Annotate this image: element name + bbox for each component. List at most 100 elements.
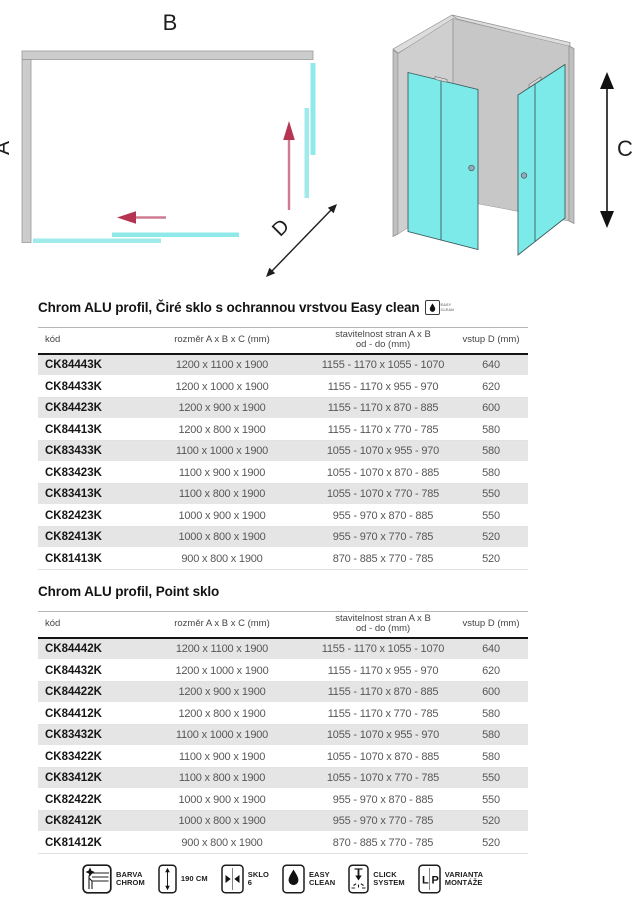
- section-title-text: Chrom ALU profil, Point sklo: [38, 584, 220, 599]
- feature-label: CLICK SYSTEM: [373, 869, 405, 887]
- table-row: CK82422K 1000 x 900 x 1900 955 - 970 x 870…: [38, 789, 528, 811]
- door-handle-right: [520, 172, 528, 179]
- floor-plan: B A D: [0, 10, 337, 277]
- cell-code: CK82422K: [38, 789, 132, 811]
- table-row: CK82423K 1000 x 900 x 1900 955 - 970 x 870…: [38, 505, 528, 527]
- table-row: CK84432K 1200 x 1000 x 1900 1155 - 1170 x …: [38, 660, 528, 682]
- cell-code: CK83413K: [38, 483, 132, 506]
- cell-code: CK84443K: [38, 354, 132, 377]
- table-row: CK82413K 1000 x 800 x 1900 955 - 970 x 770…: [38, 526, 528, 549]
- iso-label-height: C: [617, 136, 633, 161]
- door-handle-left: [468, 164, 475, 172]
- cell-entry: 600: [454, 397, 528, 420]
- chrome-corner-icon: [82, 864, 112, 894]
- plan-glass-right-slider: [304, 108, 309, 198]
- cell-adjustability: 955 - 970 x 770 - 785: [312, 810, 454, 833]
- product-table-easy-clean: kód rozměr A x B x C (mm) stavitelnost s…: [38, 327, 528, 570]
- column-header-adjustability: stavitelnost stran A x B od - do (mm): [312, 611, 454, 639]
- droplet-icon: [424, 300, 440, 315]
- cell-code: CK82413K: [38, 526, 132, 549]
- cell-dimensions: 900 x 800 x 1900: [132, 832, 312, 854]
- wall-right-edge: [568, 45, 575, 225]
- table-row: CK84422K 1200 x 900 x 1900 1155 - 1170 x 8…: [38, 681, 528, 704]
- cell-entry: 550: [454, 505, 528, 527]
- cell-dimensions: 1000 x 800 x 1900: [132, 526, 312, 549]
- cell-code: CK82412K: [38, 810, 132, 833]
- feature-height: 190 CM: [158, 864, 208, 894]
- cell-entry: 520: [454, 526, 528, 549]
- cell-adjustability: 1155 - 1170 x 955 - 970: [312, 376, 454, 398]
- cell-entry: 620: [454, 376, 528, 398]
- feature-icons-row: BARVA CHROM 190 CM SKLO: [82, 864, 528, 894]
- feature-varianta: L P VARIANTA MONTÁŽE: [418, 864, 483, 894]
- glass-doors-right: [517, 63, 566, 256]
- column-header-code: kód: [38, 611, 132, 639]
- cell-entry: 520: [454, 832, 528, 854]
- feature-label: BARVA CHROM: [116, 869, 145, 887]
- cell-dimensions: 1200 x 800 x 1900: [132, 703, 312, 725]
- cell-adjustability: 1155 - 1170 x 770 - 785: [312, 703, 454, 725]
- cell-code: CK81412K: [38, 832, 132, 854]
- table-row: CK84433K 1200 x 1000 x 1900 1155 - 1170 x …: [38, 376, 528, 398]
- feature-click-system: CLICK SYSTEM: [348, 864, 405, 894]
- svg-text:P: P: [431, 875, 438, 887]
- cell-dimensions: 1000 x 800 x 1900: [132, 810, 312, 833]
- plan-glass-bottom-fixed: [112, 232, 239, 237]
- click-arrow-icon: [348, 864, 370, 894]
- door-bracket-left: [434, 76, 448, 83]
- cell-adjustability: 870 - 885 x 770 - 785: [312, 832, 454, 854]
- catalog-content: Chrom ALU profil, Čiré sklo s ochrannou …: [38, 300, 528, 894]
- feature-label: SKLO 6: [247, 869, 269, 887]
- cell-dimensions: 1000 x 900 x 1900: [132, 789, 312, 811]
- cell-code: CK83432K: [38, 724, 132, 747]
- table-row: CK82412K 1000 x 800 x 1900 955 - 970 x 770…: [38, 810, 528, 833]
- table-row: CK81413K 900 x 800 x 1900 870 - 885 x 770 …: [38, 548, 528, 570]
- cell-entry: 580: [454, 462, 528, 484]
- feature-label: EASY CLEAN: [308, 869, 336, 887]
- plan-left-wall: [21, 59, 32, 243]
- cell-entry: 580: [454, 440, 528, 463]
- table-row: CK84443K 1200 x 1100 x 1900 1155 - 1170 x …: [38, 354, 528, 377]
- cell-adjustability: 1055 - 1070 x 770 - 785: [312, 767, 454, 790]
- easy-clean-badge: EASY CLEAN: [424, 300, 454, 315]
- cell-entry: 600: [454, 681, 528, 704]
- door-bracket-right: [528, 76, 542, 88]
- height-dimension-arrow: C: [600, 72, 633, 228]
- table-row: CK83412K 1100 x 800 x 1900 1055 - 1070 x 7…: [38, 767, 528, 790]
- cell-dimensions: 1200 x 900 x 1900: [132, 397, 312, 420]
- cell-dimensions: 1200 x 1100 x 1900: [132, 638, 312, 661]
- cell-dimensions: 1100 x 800 x 1900: [132, 767, 312, 790]
- cell-adjustability: 1155 - 1170 x 870 - 885: [312, 681, 454, 704]
- table-row: CK83423K 1100 x 900 x 1900 1055 - 1070 x 8…: [38, 462, 528, 484]
- table-row: CK84413K 1200 x 800 x 1900 1155 - 1170 x 7…: [38, 419, 528, 441]
- cell-code: CK84413K: [38, 419, 132, 441]
- column-header-entry: vstup D (mm): [454, 611, 528, 639]
- cell-code: CK83423K: [38, 462, 132, 484]
- isometric-view: C: [392, 14, 633, 256]
- plan-label-width: B: [163, 10, 178, 35]
- glass-thickness-icon: [220, 864, 244, 894]
- cell-dimensions: 1200 x 1100 x 1900: [132, 354, 312, 377]
- table-header: kód rozměr A x B x C (mm) stavitelnost s…: [38, 327, 528, 355]
- table-row: CK83413K 1100 x 800 x 1900 1055 - 1070 x 7…: [38, 483, 528, 506]
- plan-glass-right-fixed: [310, 63, 316, 155]
- table-row: CK84412K 1200 x 800 x 1900 1155 - 1170 x 7…: [38, 703, 528, 725]
- cell-adjustability: 955 - 970 x 870 - 885: [312, 505, 454, 527]
- column-header-dimensions: rozměr A x B x C (mm): [132, 327, 312, 355]
- wall-left-edge: [392, 49, 399, 238]
- cell-adjustability: 955 - 970 x 870 - 885: [312, 789, 454, 811]
- cell-dimensions: 1000 x 900 x 1900: [132, 505, 312, 527]
- table-header: kód rozměr A x B x C (mm) stavitelnost s…: [38, 611, 528, 639]
- table-row: CK83433K 1100 x 1000 x 1900 1055 - 1070 x …: [38, 440, 528, 463]
- table-row: CK83422K 1100 x 900 x 1900 1055 - 1070 x 8…: [38, 746, 528, 768]
- column-header-entry: vstup D (mm): [454, 327, 528, 355]
- cell-code: CK83422K: [38, 746, 132, 768]
- cell-adjustability: 1155 - 1170 x 1055 - 1070: [312, 354, 454, 377]
- height-arrow-icon: [158, 864, 177, 894]
- cell-dimensions: 1100 x 1000 x 1900: [132, 440, 312, 463]
- plan-label-entry: D: [268, 215, 294, 241]
- cell-adjustability: 1055 - 1070 x 955 - 970: [312, 440, 454, 463]
- table-row: CK84423K 1200 x 900 x 1900 1155 - 1170 x 8…: [38, 397, 528, 420]
- cell-entry: 580: [454, 746, 528, 768]
- cell-entry: 550: [454, 767, 528, 790]
